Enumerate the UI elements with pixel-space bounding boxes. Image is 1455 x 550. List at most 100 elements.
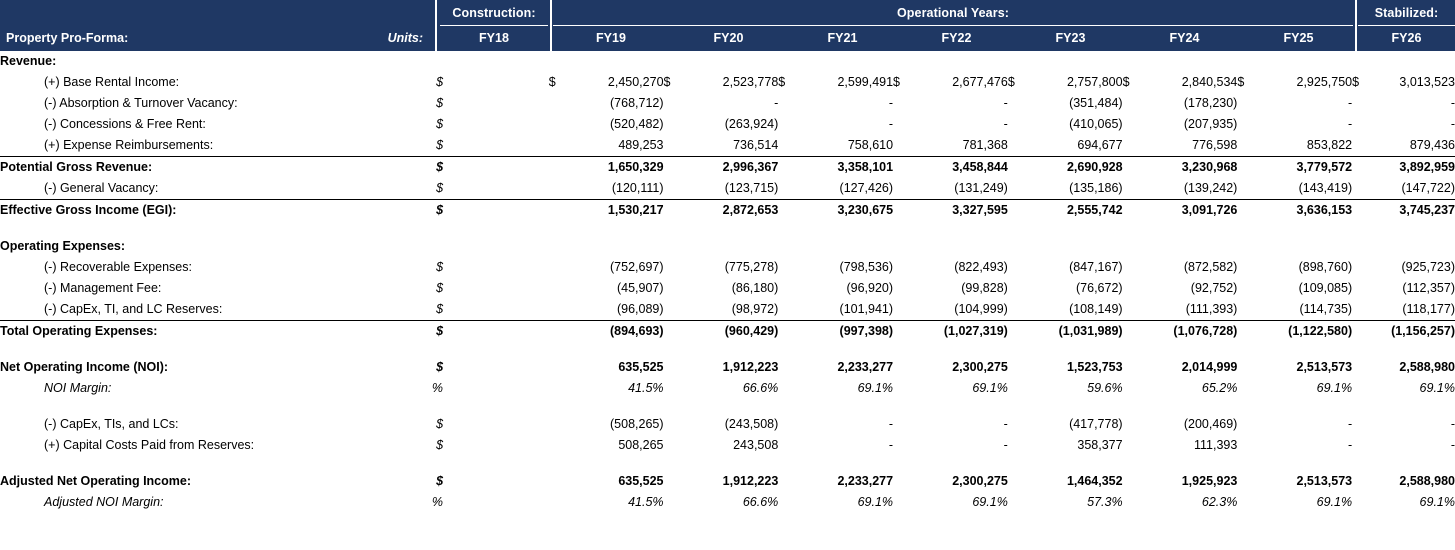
cell-total-operating-expenses-fy22: (1,027,319) — [911, 320, 1008, 342]
cell-capex-tis-lcs-fy18 — [443, 414, 549, 435]
header-row-label: Property Pro-Forma: — [6, 31, 129, 45]
currency-symbol-net-operating-income-fy20 — [664, 357, 682, 378]
row-label-expense-reimbursements: (+) Expense Reimbursements: — [44, 138, 214, 152]
cell-capex-ti-lc-reserves-fy25: (114,735) — [1299, 302, 1353, 316]
cell-potential-gross-revenue-fy25: 3,779,572 — [1255, 156, 1353, 178]
currency-symbol-recoverable-expenses-fy21 — [778, 257, 796, 278]
currency-symbol-base-rental-income-fy23: $ — [1007, 75, 1015, 89]
currency-symbol-capex-tis-lcs-fy26 — [1352, 414, 1370, 435]
cell-effective-gross-income-fy24: 3,091,726 — [1140, 199, 1238, 221]
table-row: Potential Gross Revenue: $1,650,329 2,996,… — [0, 156, 1455, 178]
currency-symbol-expense-reimbursements-fy26 — [1352, 135, 1370, 157]
currency-symbol-expense-reimbursements-fy21 — [778, 135, 796, 157]
header-column-fy20: FY20 — [713, 31, 744, 45]
currency-symbol-capex-ti-lc-reserves-fy22 — [893, 299, 911, 321]
table-row: (-) Management Fee: $ (45,907) (86,180) (96,… — [0, 278, 1455, 299]
row-label-spacer-4 — [0, 456, 373, 471]
cell-capex-tis-lcs-fy23: (417,778) — [1069, 417, 1123, 431]
currency-symbol-recoverable-expenses-fy19 — [549, 257, 567, 278]
cell-capital-costs-paid-from-reserves-fy19: 508,265 — [618, 438, 664, 452]
cell-adjusted-noi-margin-fy18 — [443, 492, 549, 513]
row-label-capex-ti-lc-reserves: (-) CapEx, TI, and LC Reserves: — [44, 302, 223, 316]
cell-total-operating-expenses-fy19: (894,693) — [566, 320, 664, 342]
cell-concessions-free-rent-fy24: (207,935) — [1183, 117, 1238, 131]
cell-potential-gross-revenue-fy21: 3,358,101 — [796, 156, 894, 178]
cell-capital-costs-paid-from-reserves-fy20: 243,508 — [733, 438, 779, 452]
currency-symbol-absorption-turnover-vacancy-fy24 — [1123, 93, 1141, 114]
currency-symbol-potential-gross-revenue-fy25 — [1237, 156, 1256, 178]
row-unit-potential-gross-revenue: $ — [372, 156, 444, 178]
cell-noi-margin-fy18 — [443, 378, 549, 399]
header-group-stabilized: Stabilized: — [1358, 0, 1455, 26]
row-unit-adjusted-net-operating-income: $ — [436, 474, 444, 488]
row-unit-net-operating-income: $ — [436, 360, 444, 374]
currency-symbol-general-vacancy-fy21 — [778, 178, 796, 200]
table-header: Construction: Operational Years: Stabilize… — [0, 0, 1455, 51]
cell-general-vacancy-fy20: (123,715) — [724, 181, 779, 195]
cell-adjusted-net-operating-income-fy19: 635,525 — [618, 474, 664, 488]
cell-base-rental-income-fy18 — [443, 72, 549, 93]
cell-absorption-turnover-vacancy-fy26: - — [1450, 96, 1455, 110]
cell-effective-gross-income-fy22: 3,327,595 — [911, 199, 1008, 221]
currency-symbol-total-operating-expenses-fy22 — [893, 320, 912, 342]
cell-capex-ti-lc-reserves-fy22: (104,999) — [954, 302, 1008, 316]
currency-symbol-adjusted-net-operating-income-fy21 — [778, 471, 796, 492]
cell-concessions-free-rent-fy21: - — [888, 117, 894, 131]
currency-symbol-noi-margin-fy20 — [664, 378, 682, 399]
table-row: (-) Recoverable Expenses: $ (752,697) (775,… — [0, 257, 1455, 278]
table-row: (-) General Vacancy: $ (120,111) (123,715) (… — [0, 178, 1455, 200]
row-unit-capex-tis-lcs: $ — [436, 417, 444, 431]
currency-symbol-adjusted-net-operating-income-fy22 — [893, 471, 911, 492]
cell-adjusted-noi-margin-fy19: 41.5% — [628, 495, 664, 509]
row-label-spacer-1 — [0, 221, 373, 236]
currency-symbol-capex-tis-lcs-fy20 — [664, 414, 682, 435]
cell-capex-ti-lc-reserves-fy26: (118,177) — [1402, 302, 1455, 316]
row-unit-noi-margin: % — [431, 381, 444, 395]
currency-symbol-capex-ti-lc-reserves-fy21 — [778, 299, 796, 321]
cell-absorption-turnover-vacancy-fy23: (351,484) — [1069, 96, 1123, 110]
currency-symbol-total-operating-expenses-fy19 — [548, 320, 567, 342]
currency-symbol-base-rental-income-fy25: $ — [1237, 75, 1245, 89]
currency-symbol-capital-costs-paid-from-reserves-fy24 — [1123, 435, 1141, 456]
cell-general-vacancy-fy19: (120,111) — [611, 181, 664, 195]
row-unit-effective-gross-income: $ — [372, 199, 444, 221]
cell-noi-margin-fy19: 41.5% — [628, 381, 664, 395]
row-label-general-vacancy: (-) General Vacancy: — [44, 181, 159, 195]
cell-potential-gross-revenue-fy23: 2,690,928 — [1025, 156, 1123, 178]
row-label-spacer-3 — [0, 399, 373, 414]
currency-symbol-adjusted-net-operating-income-fy25 — [1237, 471, 1255, 492]
header-column-fy18: FY18 — [479, 31, 509, 45]
header-group-operational: Operational Years: — [553, 0, 1353, 26]
table-row: Operating Expenses: — [0, 236, 1455, 257]
currency-symbol-management-fee-fy20 — [664, 278, 682, 299]
currency-symbol-concessions-free-rent-fy20 — [664, 114, 682, 135]
cell-general-vacancy-fy21: (127,426) — [839, 181, 894, 195]
cell-net-operating-income-fy18 — [443, 357, 549, 378]
header-divider — [435, 0, 437, 51]
cell-noi-margin-fy20: 66.6% — [742, 381, 779, 395]
empty-cells — [443, 221, 1455, 236]
currency-symbol-absorption-turnover-vacancy-fy20 — [664, 93, 682, 114]
cell-expense-reimbursements-fy24: 776,598 — [1192, 138, 1238, 152]
cell-concessions-free-rent-fy22: - — [1003, 117, 1008, 131]
currency-symbol-potential-gross-revenue-fy23 — [1007, 156, 1026, 178]
cell-management-fee-fy21: (96,920) — [846, 281, 894, 295]
currency-symbol-potential-gross-revenue-fy20 — [663, 156, 682, 178]
empty-cells — [443, 399, 1455, 414]
cell-total-operating-expenses-fy20: (960,429) — [681, 320, 779, 342]
header-column-fy23: FY23 — [1055, 31, 1086, 45]
row-label-management-fee: (-) Management Fee: — [44, 281, 162, 295]
currency-symbol-management-fee-fy25 — [1237, 278, 1255, 299]
currency-symbol-noi-margin-fy19 — [549, 378, 567, 399]
cell-noi-margin-fy22: 69.1% — [972, 381, 1008, 395]
cell-net-operating-income-fy26: 2,588,980 — [1399, 360, 1455, 374]
currency-symbol-base-rental-income-fy19: $ — [548, 75, 556, 89]
empty-cells — [443, 236, 1455, 257]
cell-base-rental-income-fy21: 2,599,491 — [837, 75, 894, 89]
cell-capital-costs-paid-from-reserves-fy22: - — [1003, 438, 1008, 452]
cell-general-vacancy-fy26: (147,722) — [1401, 181, 1455, 195]
cell-adjusted-noi-margin-fy25: 69.1% — [1316, 495, 1353, 509]
table-row: Net Operating Income (NOI): $635,525 1,912… — [0, 357, 1455, 378]
cell-recoverable-expenses-fy22: (822,493) — [954, 260, 1008, 274]
row-label-effective-gross-income: Effective Gross Income (EGI): — [0, 199, 373, 221]
